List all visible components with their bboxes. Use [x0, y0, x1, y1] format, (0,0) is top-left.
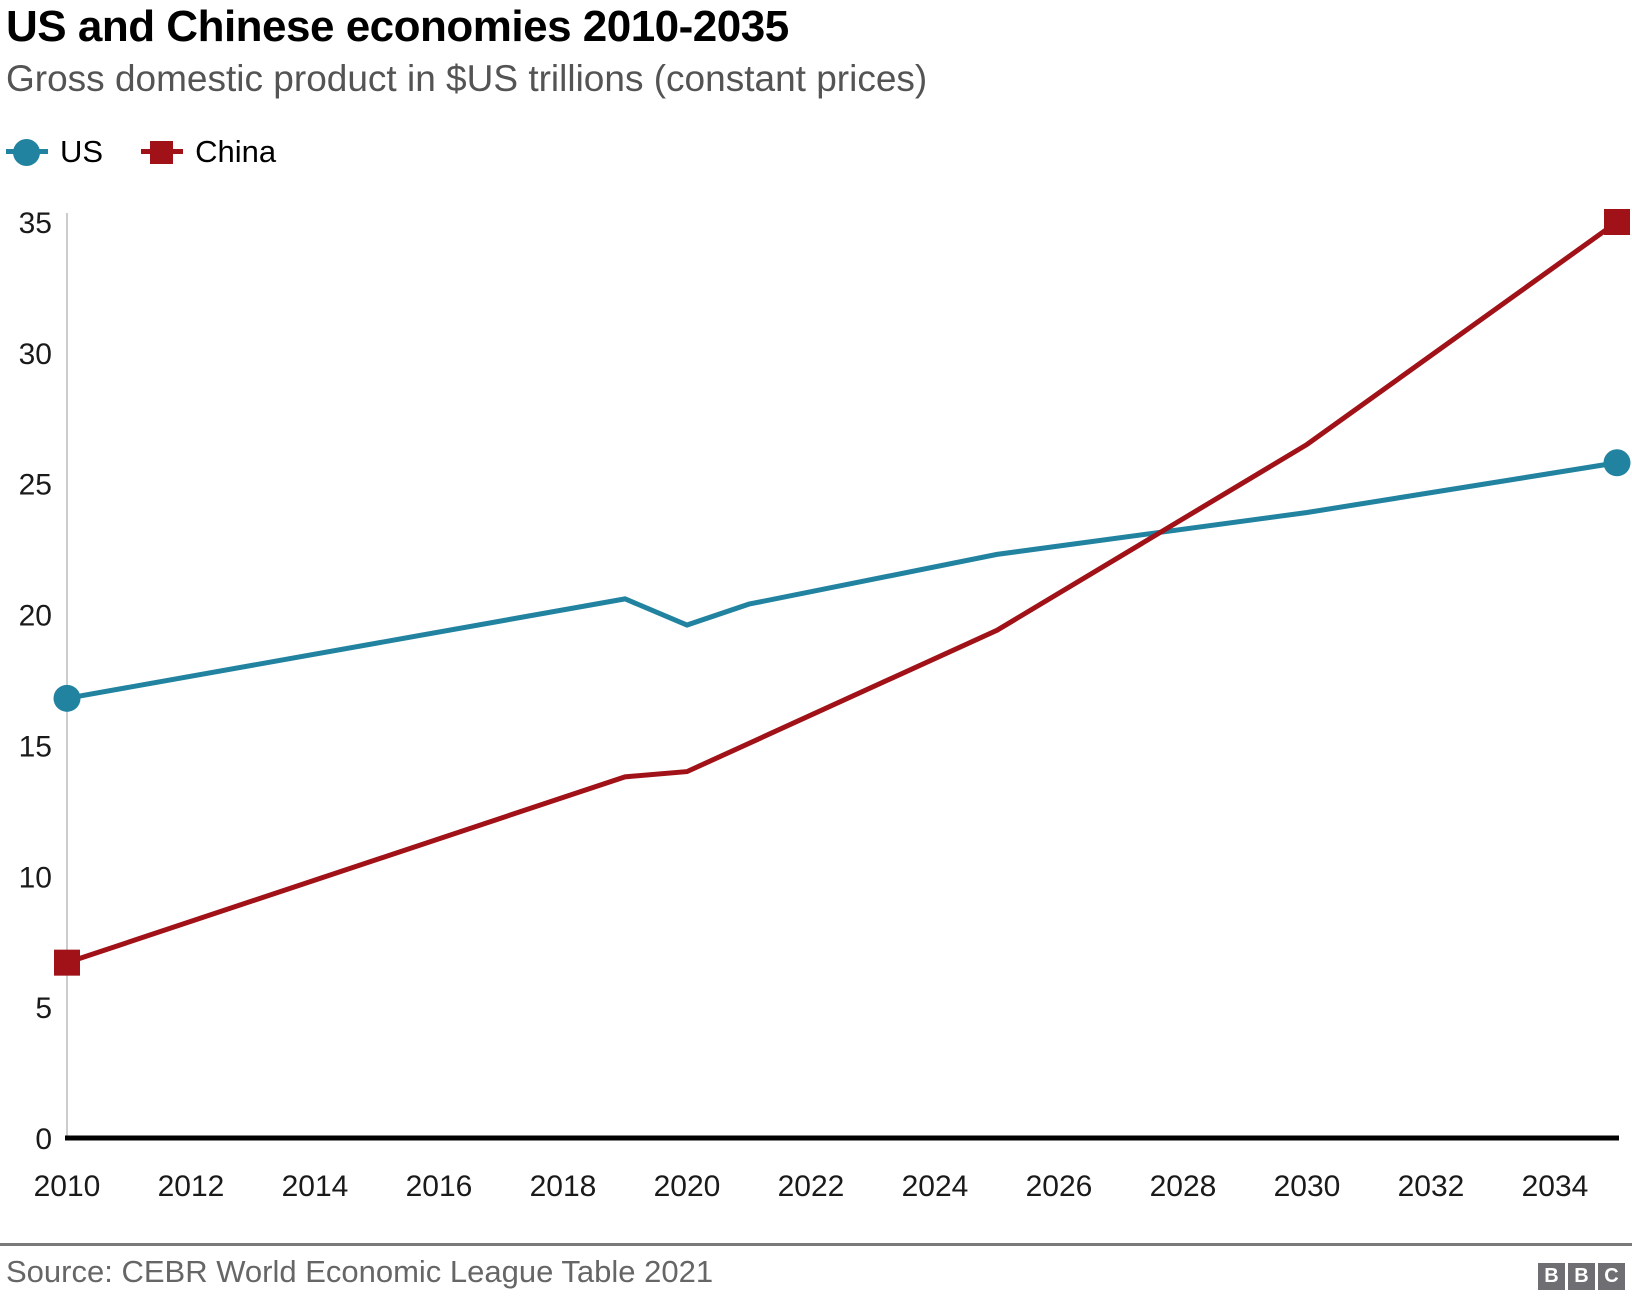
x-tick-label: 2034 — [1522, 1170, 1589, 1203]
y-tick-label: 15 — [19, 730, 52, 763]
page-title: US and Chinese economies 2010-2035 — [6, 2, 789, 51]
us-circle-marker-icon — [6, 138, 48, 166]
data-point-us — [53, 684, 81, 712]
data-point-us — [1603, 449, 1631, 477]
series-line-china — [66, 219, 1619, 966]
x-tick-label: 2010 — [34, 1170, 101, 1203]
bbc-logo-letter: B — [1568, 1263, 1595, 1290]
footer-divider — [0, 1243, 1632, 1246]
source-text: Source: CEBR World Economic League Table… — [6, 1254, 714, 1289]
bbc-logo-letter: B — [1538, 1263, 1565, 1290]
legend-item-china: China — [141, 134, 276, 170]
x-tick-label: 2026 — [1026, 1170, 1093, 1203]
x-tick-label: 2016 — [406, 1170, 473, 1203]
x-tick-label: 2020 — [654, 1170, 721, 1203]
x-tick-label: 2018 — [530, 1170, 597, 1203]
us-legend-circle — [13, 139, 40, 166]
chart-legend: US China — [6, 134, 276, 170]
data-point-china — [1604, 209, 1630, 235]
y-tick-label: 0 — [35, 1123, 52, 1156]
y-tick-label: 30 — [19, 338, 52, 371]
y-tick-label: 5 — [35, 992, 52, 1025]
china-legend-square — [150, 141, 174, 164]
x-tick-label: 2030 — [1274, 1170, 1341, 1203]
y-tick-label: 20 — [19, 600, 52, 633]
y-tick-label: 35 — [19, 207, 52, 240]
x-tick-label: 2024 — [902, 1170, 969, 1203]
y-tick-label: 25 — [19, 469, 52, 502]
bbc-logo-letter: C — [1598, 1263, 1625, 1290]
legend-label-china: China — [195, 134, 277, 169]
x-tick-label: 2022 — [778, 1170, 845, 1203]
series-line-us — [66, 460, 1618, 701]
x-tick-label: 2014 — [282, 1170, 349, 1203]
x-tick-label: 2028 — [1150, 1170, 1217, 1203]
data-point-china — [54, 949, 80, 976]
x-tick-label: 2032 — [1398, 1170, 1465, 1203]
bbc-logo: B B C — [1538, 1263, 1625, 1290]
y-tick-label: 10 — [19, 861, 52, 894]
x-tick-label: 2012 — [158, 1170, 225, 1203]
legend-item-us: US — [6, 134, 103, 170]
page-subtitle: Gross domestic product in $US trillions … — [6, 58, 928, 99]
legend-label-us: US — [60, 134, 104, 169]
china-square-marker-icon — [141, 138, 184, 166]
